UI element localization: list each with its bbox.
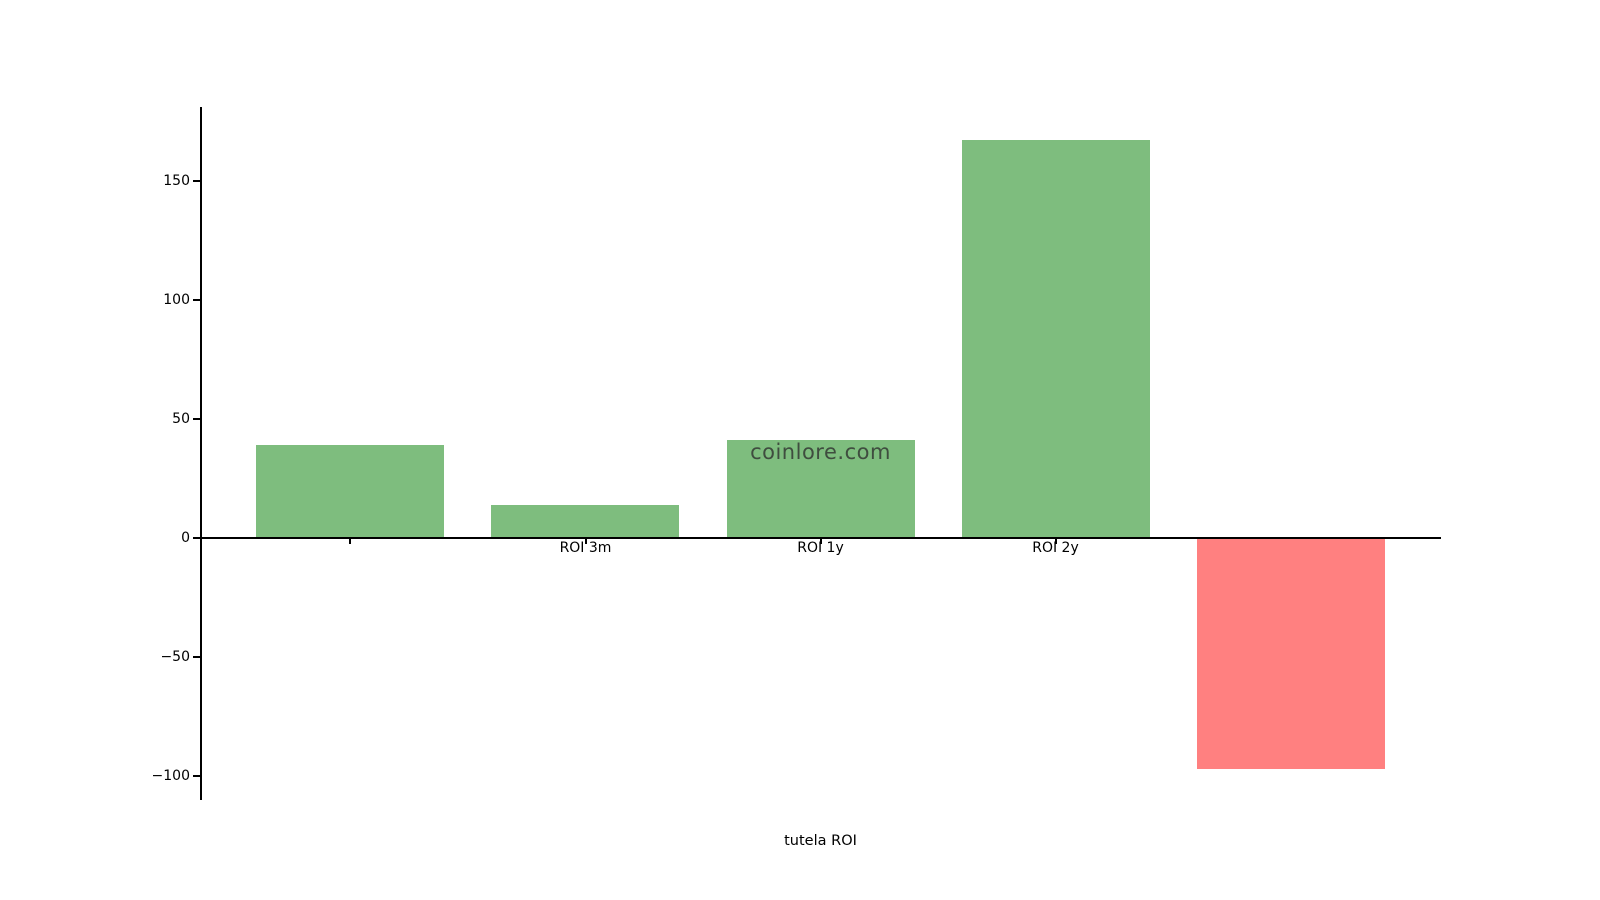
x-tick-mark [1054, 538, 1057, 544]
bar-roi-3m [491, 504, 680, 538]
x-tick-label-roi-2y: ROI 2y [1032, 540, 1079, 556]
bar-roi-2y [961, 140, 1150, 538]
y-tick-mark [193, 418, 200, 420]
x-tick-label-roi-1y: ROI 1y [797, 540, 844, 556]
x-tick-mark [584, 538, 587, 544]
y-tick-mark [193, 775, 200, 778]
x-tick-label-roi-3m: ROI 3m [559, 540, 612, 556]
y-tick-label: 50 [172, 411, 190, 427]
x-axis-title: tutela ROI [784, 833, 857, 849]
y-tick-label: −100 [151, 768, 190, 785]
y-tick-mark [193, 298, 200, 301]
y-tick-mark [193, 179, 200, 182]
y-tick-label: 150 [163, 172, 190, 189]
bar-5 [1196, 538, 1385, 769]
x-tick-mark [819, 538, 822, 544]
y-tick-label: −50 [160, 649, 190, 666]
watermark: coinlore.com [750, 440, 891, 464]
y-tick-mark [193, 656, 200, 659]
bar-1 [256, 445, 445, 539]
y-tick-mark [193, 537, 200, 539]
y-tick-label: 100 [163, 291, 190, 308]
x-tick-mark [349, 538, 352, 544]
y-axis-line [200, 107, 202, 800]
y-tick-label: 0 [181, 530, 190, 546]
bar-roi-1y [726, 440, 915, 538]
